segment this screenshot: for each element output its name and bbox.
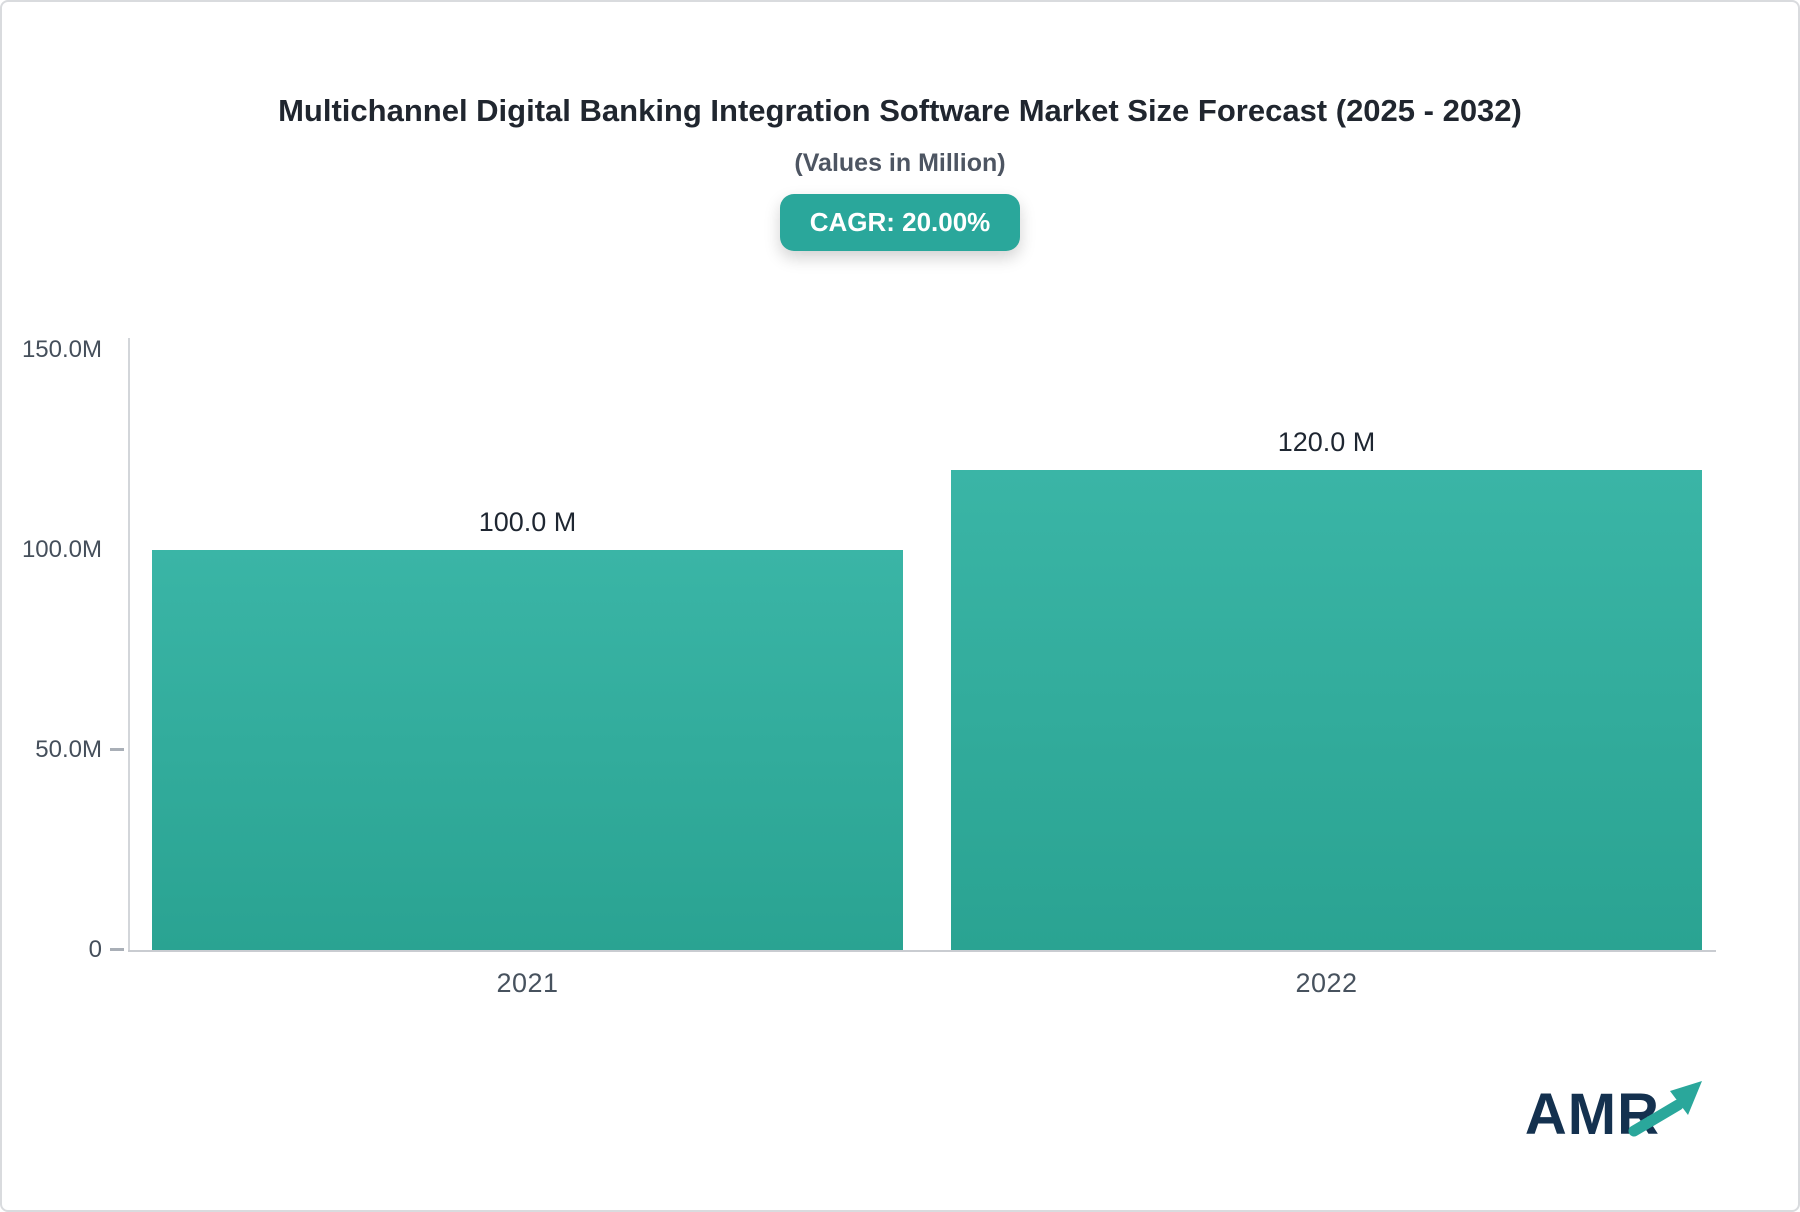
bar	[951, 470, 1702, 950]
bar-group: 120.0 M	[951, 350, 1702, 950]
plot-area: 150.0M 100.0M 50.0M 0 100.0 M 120.0 M	[22, 336, 1716, 963]
y-tick-label: 0	[88, 936, 102, 963]
y-tick-mark	[110, 948, 124, 951]
cagr-badge-row: CAGR: 20.00%	[2, 193, 1798, 251]
x-axis-label: 2021	[496, 968, 559, 998]
chart-subtitle: (Values in Million)	[794, 148, 1006, 177]
y-tick-label: 50.0M	[35, 736, 102, 763]
chart-title: Multichannel Digital Banking Integration…	[278, 93, 1522, 128]
x-axis-line	[128, 950, 1716, 952]
x-axis-label: 2022	[1295, 968, 1358, 998]
logo-arrow-icon	[1628, 1080, 1702, 1136]
cagr-badge: CAGR: 20.00%	[779, 193, 1021, 251]
y-tick-label: 150.0M	[21, 336, 102, 363]
y-axis-line	[128, 338, 130, 952]
bar-group: 100.0 M	[152, 350, 903, 950]
amr-logo: AMR	[1524, 1080, 1706, 1148]
bar-value-label: 120.0 M	[1277, 427, 1376, 457]
logo-text: AMR	[1524, 1082, 1660, 1147]
x-axis-labels: 2021 2022	[130, 968, 1716, 999]
bar	[152, 550, 903, 950]
y-tick-label: 100.0M	[21, 536, 102, 563]
bar-value-label: 100.0 M	[478, 507, 577, 537]
bars-area: 100.0 M 120.0 M	[130, 350, 1716, 950]
y-tick-mark	[110, 748, 124, 751]
